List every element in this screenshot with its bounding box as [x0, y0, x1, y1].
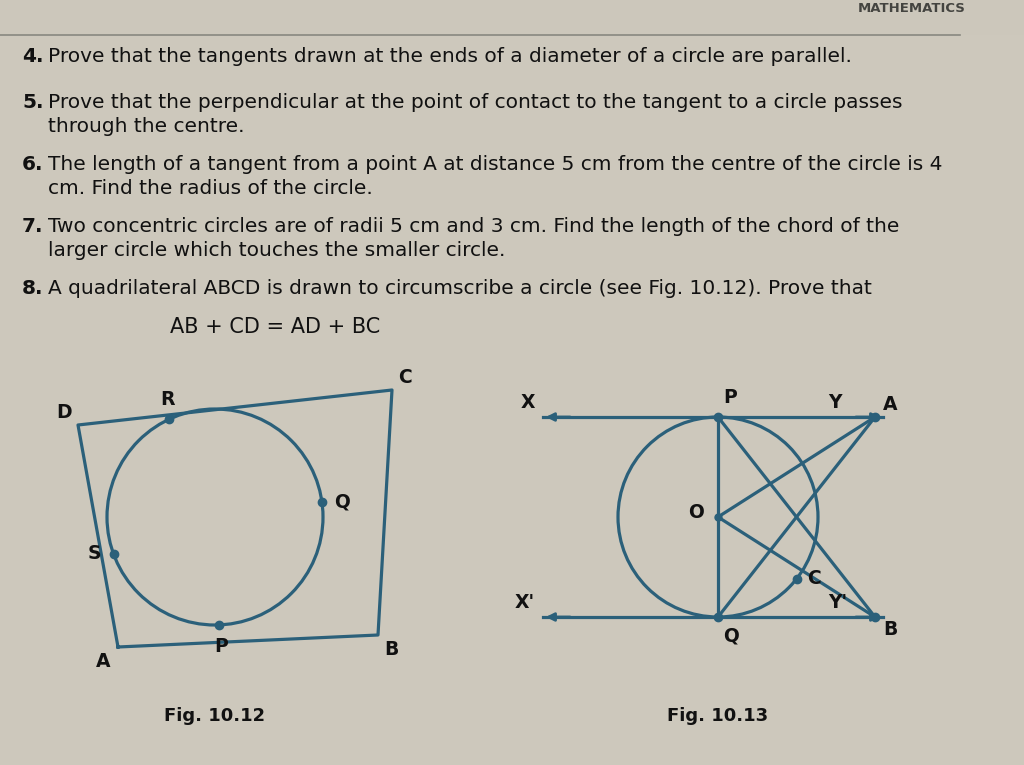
Text: The length of a tangent from a point A at distance 5 cm from the centre of the c: The length of a tangent from a point A a… [48, 155, 942, 174]
Text: P: P [723, 388, 736, 407]
Text: Prove that the perpendicular at the point of contact to the tangent to a circle : Prove that the perpendicular at the poin… [48, 93, 902, 112]
Text: cm. Find the radius of the circle.: cm. Find the radius of the circle. [48, 179, 373, 198]
Text: X': X' [515, 593, 535, 612]
Text: A: A [95, 652, 110, 671]
Text: Y: Y [828, 393, 842, 412]
Text: A quadrilateral ABCD is drawn to circumscribe a circle (see Fig. 10.12). Prove t: A quadrilateral ABCD is drawn to circums… [48, 279, 871, 298]
Text: 4.: 4. [22, 47, 43, 66]
Text: 5.: 5. [22, 93, 43, 112]
Text: Fig. 10.13: Fig. 10.13 [668, 707, 769, 725]
Text: 7.: 7. [22, 217, 43, 236]
Text: Q: Q [723, 627, 739, 646]
Text: Two concentric circles are of radii 5 cm and 3 cm. Find the length of the chord : Two concentric circles are of radii 5 cm… [48, 217, 899, 236]
Text: B: B [883, 620, 897, 639]
Text: D: D [56, 403, 72, 422]
Text: C: C [398, 368, 412, 387]
Text: R: R [160, 390, 175, 409]
Text: Fig. 10.12: Fig. 10.12 [165, 707, 265, 725]
Text: A: A [883, 395, 897, 414]
Text: Q: Q [334, 493, 350, 512]
Text: S: S [88, 545, 101, 564]
Text: larger circle which touches the smaller circle.: larger circle which touches the smaller … [48, 241, 506, 260]
Text: X: X [520, 393, 535, 412]
Text: Y': Y' [828, 593, 847, 612]
Text: B: B [384, 640, 398, 659]
Text: P: P [214, 637, 227, 656]
Text: 8.: 8. [22, 279, 43, 298]
Text: through the centre.: through the centre. [48, 117, 245, 136]
FancyBboxPatch shape [0, 0, 1024, 35]
Text: C: C [807, 569, 820, 588]
Text: MATHEMATICS: MATHEMATICS [858, 2, 966, 15]
Text: 6.: 6. [22, 155, 43, 174]
Text: Prove that the tangents drawn at the ends of a diameter of a circle are parallel: Prove that the tangents drawn at the end… [48, 47, 852, 66]
Text: AB + CD = AD + BC: AB + CD = AD + BC [170, 317, 380, 337]
Text: O: O [688, 503, 705, 522]
